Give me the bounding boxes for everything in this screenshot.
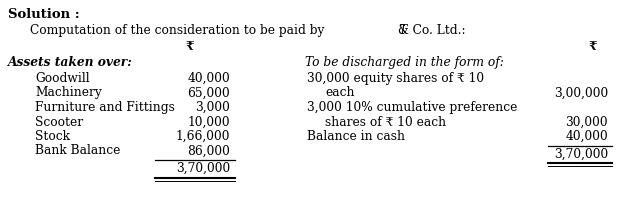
Text: 30,000: 30,000 bbox=[565, 116, 608, 128]
Text: 40,000: 40,000 bbox=[565, 130, 608, 143]
Text: Stock: Stock bbox=[35, 130, 70, 143]
Text: Scooter: Scooter bbox=[35, 116, 83, 128]
Text: ₹: ₹ bbox=[588, 40, 596, 53]
Text: T: T bbox=[399, 24, 407, 37]
Text: Machinery: Machinery bbox=[35, 86, 102, 100]
Text: 3,000 10% cumulative preference: 3,000 10% cumulative preference bbox=[307, 101, 517, 114]
Text: To be discharged in the form of:: To be discharged in the form of: bbox=[305, 56, 504, 69]
Text: Furniture and Fittings: Furniture and Fittings bbox=[35, 101, 175, 114]
Text: 3,70,000: 3,70,000 bbox=[554, 147, 608, 160]
Text: 3,70,000: 3,70,000 bbox=[176, 162, 230, 175]
Text: Bank Balance: Bank Balance bbox=[35, 144, 121, 158]
Text: each: each bbox=[325, 86, 355, 100]
Text: 30,000 equity shares of ₹ 10: 30,000 equity shares of ₹ 10 bbox=[307, 72, 484, 85]
Text: ₹: ₹ bbox=[185, 40, 193, 53]
Text: 3,000: 3,000 bbox=[195, 101, 230, 114]
Text: 10,000: 10,000 bbox=[187, 116, 230, 128]
Text: & Co. Ltd.:: & Co. Ltd.: bbox=[394, 24, 466, 37]
Text: Computation of the consideration to be paid by: Computation of the consideration to be p… bbox=[30, 24, 328, 37]
Text: Assets taken over:: Assets taken over: bbox=[8, 56, 133, 69]
Text: 3,00,000: 3,00,000 bbox=[554, 86, 608, 100]
Text: Solution :: Solution : bbox=[8, 8, 80, 21]
Text: 1,66,000: 1,66,000 bbox=[176, 130, 230, 143]
Text: Goodwill: Goodwill bbox=[35, 72, 90, 85]
Text: shares of ₹ 10 each: shares of ₹ 10 each bbox=[325, 116, 446, 128]
Text: Balance in cash: Balance in cash bbox=[307, 130, 405, 143]
Text: 65,000: 65,000 bbox=[187, 86, 230, 100]
Text: 86,000: 86,000 bbox=[187, 144, 230, 158]
Text: 40,000: 40,000 bbox=[187, 72, 230, 85]
